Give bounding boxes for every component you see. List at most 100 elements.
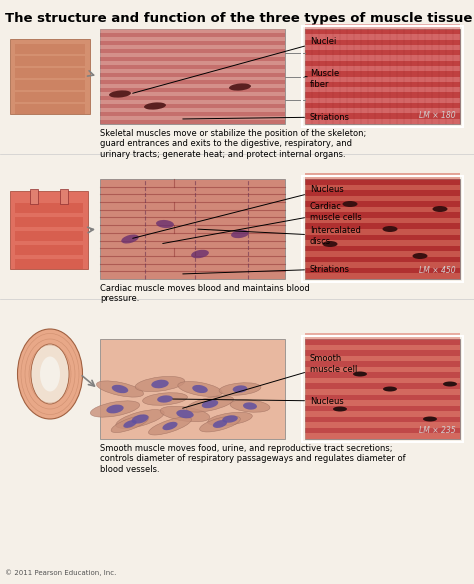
Bar [305,240,460,246]
Bar [305,367,460,373]
Ellipse shape [412,253,428,259]
Bar [305,422,460,428]
Bar [305,433,460,439]
Bar [100,116,285,120]
Bar [100,108,285,112]
Bar [100,339,285,439]
Bar [305,190,460,196]
Bar [305,273,460,279]
Bar [15,68,85,78]
Bar [305,173,460,179]
Bar [305,61,460,66]
Ellipse shape [229,84,251,91]
Bar [305,262,460,268]
Text: Muscle
fiber: Muscle fiber [305,69,339,89]
Bar [305,29,460,124]
Bar [305,339,460,345]
Bar [15,44,85,54]
Bar [305,378,460,384]
Ellipse shape [231,230,249,238]
Text: Nucleus: Nucleus [133,185,344,238]
Bar [100,179,285,279]
Bar [100,57,285,61]
Ellipse shape [443,381,457,387]
Bar [100,100,285,104]
Bar [305,229,460,235]
Bar [15,203,83,213]
Ellipse shape [178,381,222,397]
Bar [305,213,460,218]
Text: Smooth muscle moves food, urine, and reproductive tract secretions;
controls dia: Smooth muscle moves food, urine, and rep… [100,444,406,474]
Bar [305,356,460,361]
Bar [305,251,460,257]
Text: © 2011 Pearson Education, Inc.: © 2011 Pearson Education, Inc. [5,569,117,576]
Text: Striations: Striations [183,265,350,274]
Bar [15,231,83,241]
Bar [100,77,285,81]
Bar [305,400,460,406]
Bar [10,39,90,114]
Bar [15,104,85,114]
Text: Smooth
muscle cell: Smooth muscle cell [182,354,357,408]
Text: Cardiac muscle moves blood and maintains blood
pressure.: Cardiac muscle moves blood and maintains… [100,284,310,304]
Bar [305,373,460,378]
Ellipse shape [144,102,166,110]
Bar [305,235,460,240]
Bar [100,81,285,85]
Bar [100,112,285,116]
Bar [305,406,460,411]
Bar [100,88,285,92]
Ellipse shape [176,409,194,418]
Ellipse shape [353,371,367,377]
Ellipse shape [156,220,174,228]
Bar [305,411,460,417]
Bar [100,85,285,88]
Bar [15,259,83,269]
Bar [305,82,460,87]
Bar [15,217,83,227]
Bar [15,80,85,90]
Bar [15,92,85,102]
Ellipse shape [230,400,270,412]
Bar [15,56,85,66]
Bar [302,26,463,127]
Bar [302,176,463,282]
Bar [100,45,285,49]
Bar [100,72,285,77]
Ellipse shape [200,416,240,432]
Bar [305,50,460,55]
Ellipse shape [123,420,137,428]
Bar [100,49,285,53]
Ellipse shape [322,241,337,247]
Bar [305,40,460,45]
Bar [305,113,460,119]
Ellipse shape [222,415,238,423]
Text: The structure and function of the three types of muscle tissue: The structure and function of the three … [5,12,473,25]
Ellipse shape [135,377,185,392]
Text: LM × 180: LM × 180 [419,111,456,120]
Bar [305,185,460,190]
Bar [305,71,460,77]
Bar [100,33,285,37]
Ellipse shape [192,385,208,393]
Bar [100,53,285,57]
Bar [100,104,285,108]
Bar [305,98,460,103]
Bar [305,224,460,229]
Ellipse shape [18,329,82,419]
Text: Intercalated
discs: Intercalated discs [198,227,361,246]
Ellipse shape [121,235,139,244]
Ellipse shape [208,412,252,426]
Bar [305,361,460,367]
Bar [305,428,460,433]
Ellipse shape [243,402,257,409]
Bar [305,29,460,34]
Bar [100,37,285,41]
Bar [10,191,88,269]
Ellipse shape [160,406,210,422]
Ellipse shape [383,226,398,232]
Ellipse shape [233,385,247,392]
Bar [305,350,460,356]
Bar [305,45,460,50]
Bar [305,246,460,251]
